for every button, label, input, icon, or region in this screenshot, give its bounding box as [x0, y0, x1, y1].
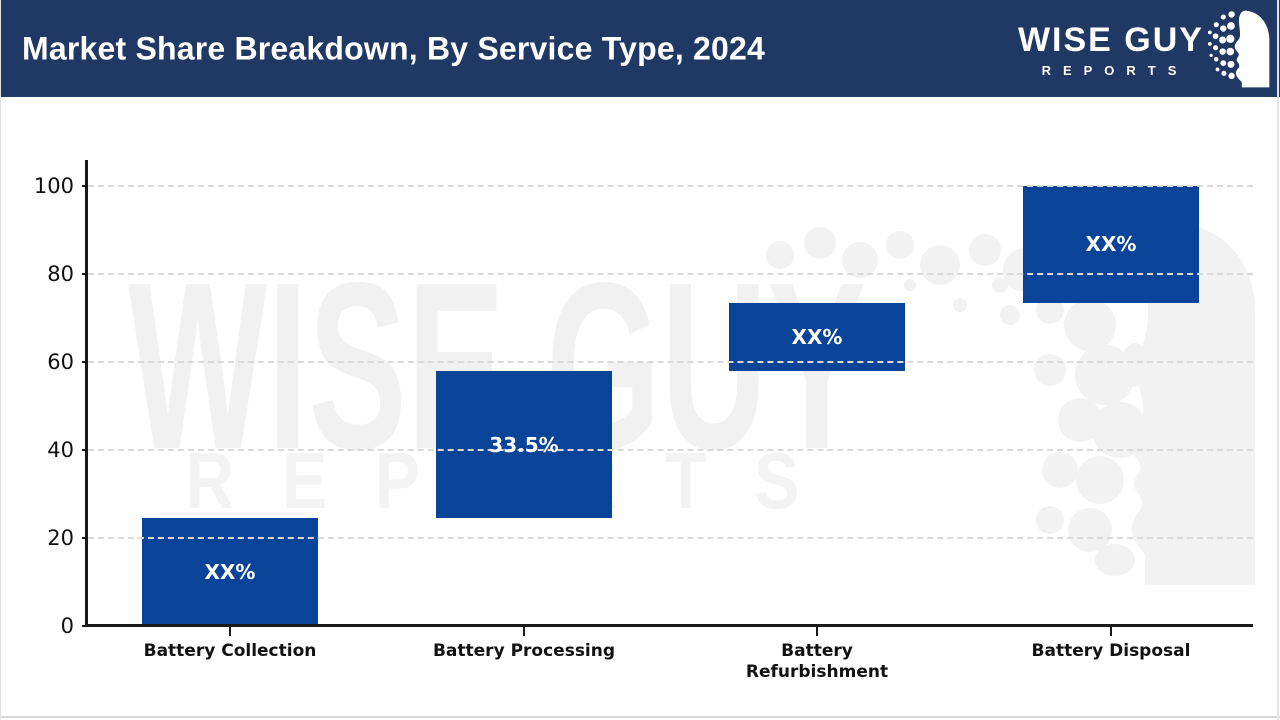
- y-tick-label: 40: [47, 438, 74, 462]
- frame-left-edge: [0, 0, 1, 720]
- x-tick-label: Battery Processing: [432, 641, 616, 661]
- x-tick-label: Battery Collection: [143, 641, 317, 661]
- y-axis-line: [85, 160, 88, 624]
- gridline: [88, 537, 1253, 539]
- y-tick-label: 60: [47, 350, 74, 374]
- x-tick-mark: [816, 627, 818, 636]
- gridline: [88, 361, 1253, 363]
- gridline: [88, 185, 1253, 187]
- y-tick-label: 100: [33, 174, 74, 198]
- y-tick-label: 20: [47, 526, 74, 550]
- bar-segment: [1023, 186, 1199, 303]
- bar-segment: [729, 302, 905, 371]
- brand-name: WISE GUY: [1017, 20, 1204, 59]
- page-title: Market Share Breakdown, By Service Type,…: [22, 30, 765, 66]
- brand-dotted-head-icon: [1207, 10, 1270, 88]
- bar-value-label: 33.5%: [489, 432, 559, 457]
- brand-subname: REPORTS: [1041, 62, 1189, 78]
- header: Market Share Breakdown, By Service Type,…: [0, 0, 1280, 97]
- gridline: [88, 273, 1253, 275]
- brand-logo-text: WISE GUY REPORTS: [1018, 21, 1204, 78]
- bar-value-label: XX%: [1085, 232, 1137, 257]
- x-tick-mark: [229, 627, 231, 636]
- x-axis-line: [85, 624, 1253, 627]
- frame-right-edge: [1277, 0, 1279, 720]
- bar-segment: [142, 518, 318, 626]
- y-tick-label: 80: [47, 262, 74, 286]
- x-tick-label: Battery Disposal: [1031, 641, 1191, 661]
- brand-logo: WISE GUY REPORTS: [1018, 6, 1270, 92]
- frame-bottom-edge: [0, 716, 1280, 718]
- bar-value-label: XX%: [791, 324, 843, 349]
- gridline: [88, 449, 1253, 451]
- x-tick-mark: [523, 627, 525, 636]
- y-tick-label: 0: [60, 614, 74, 638]
- bar-value-label: XX%: [204, 560, 256, 585]
- bar-segment: [436, 370, 612, 519]
- x-tick-label: Battery Refurbishment: [745, 641, 889, 682]
- x-tick-mark: [1110, 627, 1112, 636]
